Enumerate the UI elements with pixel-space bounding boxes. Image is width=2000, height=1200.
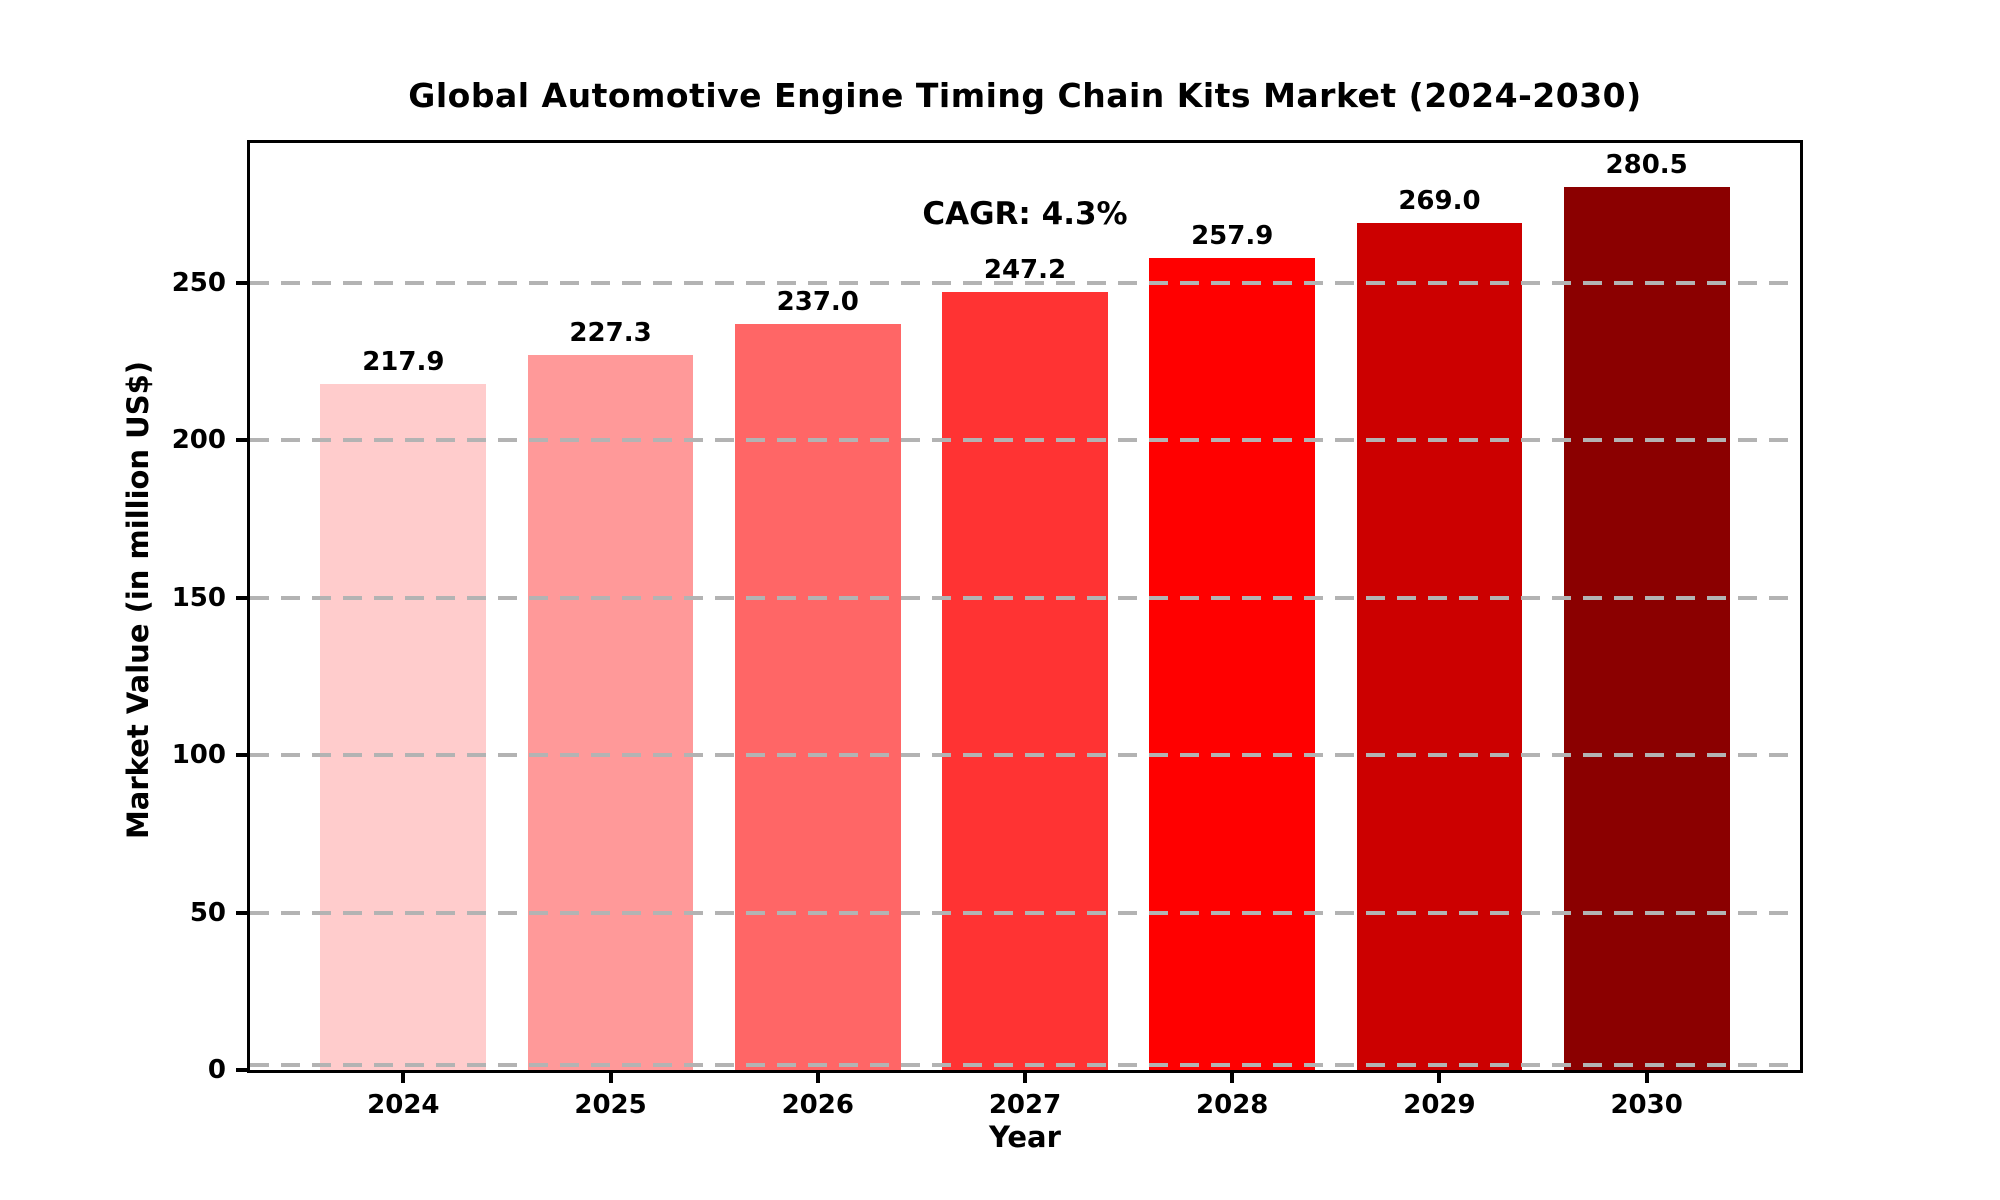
bar-2029	[1356, 223, 1523, 1070]
gridline-y-150	[250, 595, 1800, 600]
y-tick-label-0: 0	[207, 1055, 226, 1085]
y-tick-50	[236, 910, 250, 915]
y-tick-200	[236, 438, 250, 443]
x-tick-label-2029: 2029	[1403, 1090, 1476, 1120]
x-tick-2026	[815, 1070, 820, 1083]
x-axis-label: Year	[989, 1120, 1061, 1154]
x-tick-2024	[401, 1070, 406, 1083]
cagr-annotation: CAGR: 4.3%	[922, 196, 1128, 232]
y-tick-0	[236, 1068, 250, 1072]
bar-value-label-2025: 227.3	[569, 317, 652, 348]
x-tick-label-2028: 2028	[1196, 1090, 1269, 1120]
gridline-y-0	[250, 1063, 1800, 1067]
x-tick-2027	[1023, 1070, 1027, 1083]
y-tick-label-150: 150	[171, 582, 226, 613]
plot-area: 217.9 2024 227.3 2025 237.0 2026 247.2 2027 257.…	[172, 140, 1803, 1120]
bar-value-label-2026: 237.0	[776, 287, 859, 317]
bar-value-label-2030: 280.5	[1605, 150, 1688, 181]
y-axis-label: Market Value (in million US$)	[121, 360, 155, 840]
bar-2026	[734, 324, 901, 1070]
gridline-y-50	[250, 910, 1800, 915]
y-tick-label-100: 100	[171, 740, 226, 771]
x-tick-2028	[1230, 1070, 1235, 1083]
y-tick-250	[236, 281, 250, 286]
gridline-y-100	[250, 753, 1800, 758]
y-tick-label-50: 50	[189, 897, 226, 928]
bar-2027	[942, 291, 1108, 1070]
bar-2024	[320, 384, 487, 1070]
gridline-y-200	[250, 438, 1800, 443]
x-tick-label-2025: 2025	[574, 1090, 647, 1120]
y-tick-label-250: 250	[171, 268, 226, 299]
gridline-y-250	[250, 281, 1800, 286]
x-tick-2030	[1644, 1070, 1649, 1083]
x-tick-label-2027: 2027	[988, 1090, 1062, 1120]
x-tick-label-2030: 2030	[1610, 1090, 1683, 1120]
x-tick-2025	[608, 1070, 613, 1083]
y-tick-150	[236, 595, 250, 600]
x-tick-2029	[1437, 1070, 1442, 1083]
x-tick-label-2026: 2026	[781, 1090, 854, 1120]
bar-2030	[1563, 187, 1730, 1070]
y-tick-100	[236, 753, 250, 758]
bar-value-label-2024: 217.9	[362, 347, 445, 378]
bar-2025	[527, 354, 694, 1070]
y-tick-label-200: 200	[171, 425, 226, 456]
x-tick-label-2024: 2024	[367, 1090, 440, 1120]
chart-title: Global Automotive Engine Timing Chain Ki…	[408, 76, 1642, 115]
bar-2028	[1149, 258, 1316, 1070]
bar-value-label-2027: 247.2	[983, 254, 1067, 285]
bar-value-label-2028: 257.9	[1191, 221, 1274, 252]
bar-value-label-2029: 269.0	[1398, 186, 1481, 217]
